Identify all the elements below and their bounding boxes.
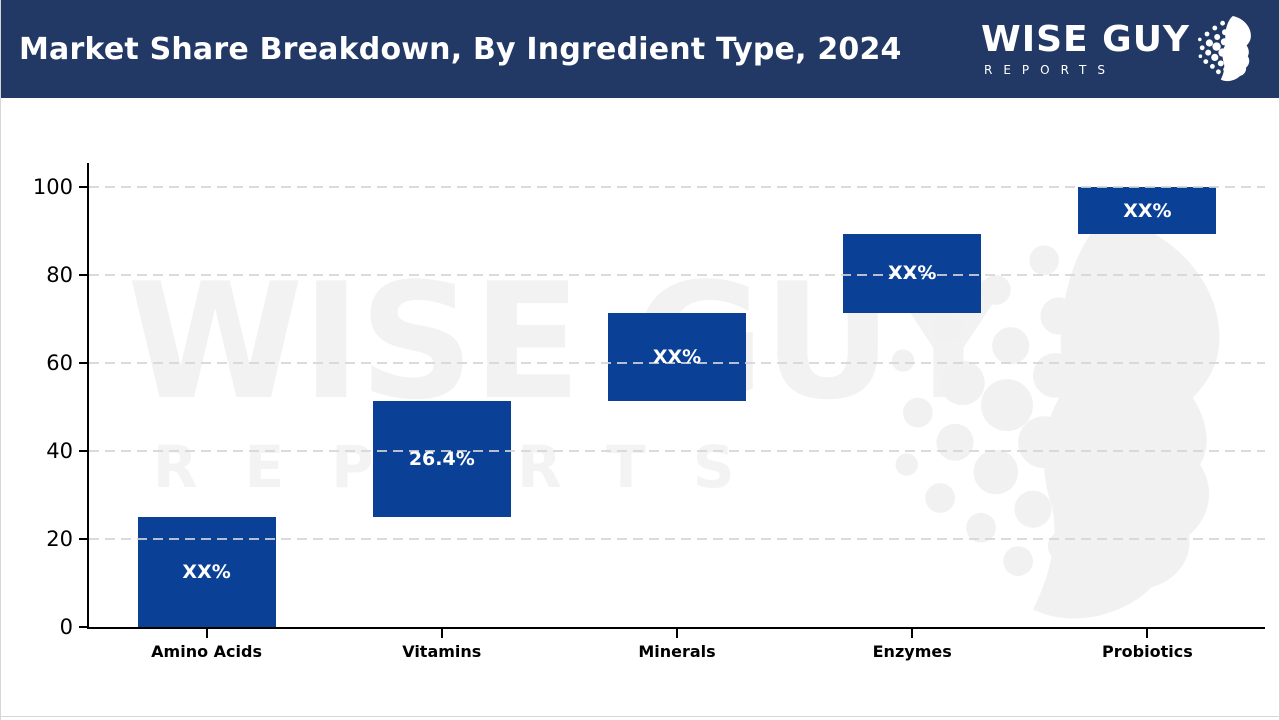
- bar-label-vitamins: 26.4%: [408, 447, 475, 470]
- bar-enzymes: [843, 234, 982, 313]
- bar-label-enzymes: XX%: [888, 262, 937, 285]
- x-tick-minerals: [676, 629, 678, 638]
- wise-guy-face-icon: [1195, 15, 1255, 83]
- y-tick-100: [79, 186, 87, 188]
- x-axis-line: [87, 627, 1265, 629]
- y-tick-label-20: 20: [46, 527, 73, 551]
- logo-text: WISE GUY REPORTS: [980, 18, 1190, 77]
- y-axis-line: [87, 163, 89, 629]
- y-tick-label-80: 80: [46, 263, 73, 287]
- bar-label-probiotics: XX%: [1123, 199, 1172, 222]
- x-tick-label-minerals: Minerals: [638, 642, 716, 661]
- gridline-y-100: [89, 186, 1265, 188]
- x-tick-label-amino-acids: Amino Acids: [151, 642, 262, 661]
- y-tick-20: [79, 538, 87, 540]
- y-tick-label-60: 60: [46, 351, 73, 375]
- gridline-y-20: [89, 538, 1265, 540]
- x-tick-label-probiotics: Probiotics: [1102, 642, 1193, 661]
- y-tick-40: [79, 450, 87, 452]
- x-tick-enzymes: [911, 629, 914, 638]
- gridline-y-60: [89, 362, 1265, 364]
- bar-label-amino-acids: XX%: [182, 561, 231, 583]
- bar-vitamins: [372, 400, 511, 517]
- y-tick-label-40: 40: [46, 439, 73, 463]
- y-tick-label-0: 0: [59, 615, 73, 639]
- bar-probiotics: [1078, 187, 1217, 235]
- y-tick-60: [79, 362, 87, 364]
- y-tick-80: [79, 274, 87, 276]
- x-tick-label-vitamins: Vitamins: [402, 642, 482, 661]
- x-tick-vitamins: [440, 629, 443, 638]
- bar-minerals: [608, 312, 746, 401]
- x-tick-label-enzymes: Enzymes: [872, 642, 952, 661]
- logo-subtext: REPORTS: [983, 62, 1116, 77]
- logo-wordmark: WISE GUY: [980, 18, 1190, 60]
- y-tick-label-100: 100: [32, 175, 73, 199]
- bar-label-minerals: XX%: [652, 345, 702, 368]
- gridline-y-40: [89, 450, 1265, 452]
- page-title: Market Share Breakdown, By Ingredient Ty…: [19, 31, 902, 67]
- wise-guy-logo: WISE GUY REPORTS: [981, 15, 1255, 83]
- header: Market Share Breakdown, By Ingredient Ty…: [1, 0, 1279, 98]
- bar-amino-acids: [137, 517, 276, 627]
- x-tick-probiotics: [1146, 629, 1149, 638]
- x-tick-amino-acids: [205, 629, 208, 638]
- gridline-y-80: [89, 274, 1265, 276]
- y-tick-0: [79, 626, 87, 628]
